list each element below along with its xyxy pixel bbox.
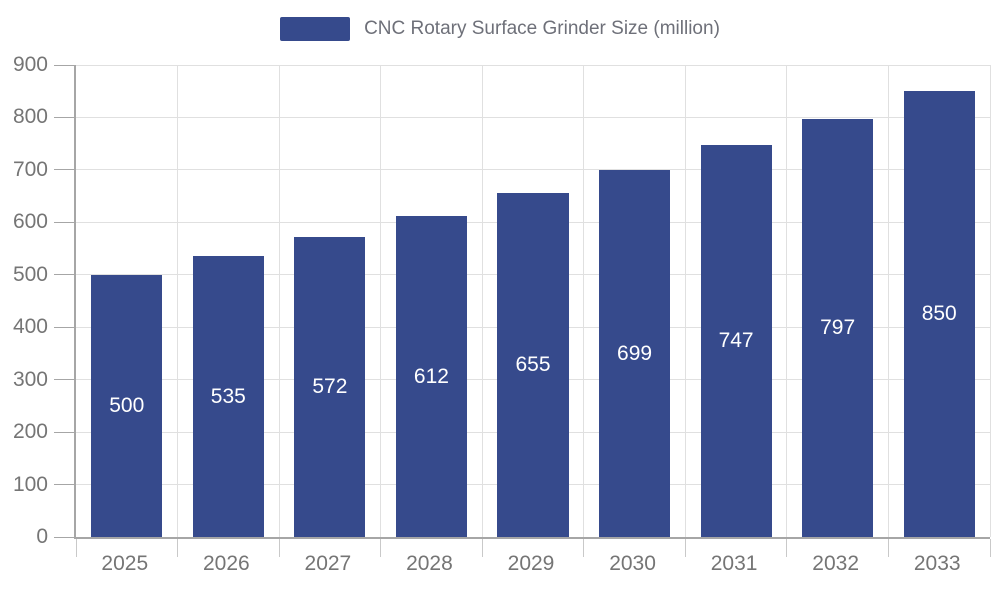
bar-value-label: 612: [413, 364, 449, 388]
y-axis-tick: [54, 221, 74, 223]
y-axis-tick: [54, 431, 74, 433]
x-axis-label: 2026: [202, 552, 250, 575]
y-axis-tick: [54, 536, 74, 538]
x-axis-tick: [989, 539, 991, 557]
gridline-vertical: [684, 65, 686, 537]
y-axis-label: 800: [12, 105, 48, 129]
x-axis-label: 2029: [507, 552, 555, 575]
y-axis-label: 300: [12, 367, 48, 391]
gridline-vertical: [583, 65, 585, 537]
legend-label: CNC Rotary Surface Grinder Size (million…: [364, 18, 720, 39]
gridline-vertical: [177, 65, 179, 537]
y-axis-tick: [54, 274, 74, 276]
gridline-vertical: [989, 65, 991, 537]
x-axis-tick: [583, 539, 585, 557]
bar[interactable]: 572: [294, 237, 366, 537]
gridline-vertical: [786, 65, 788, 537]
bar-value-label: 797: [820, 316, 856, 339]
bar-value-label: 535: [210, 384, 246, 408]
bar[interactable]: 699: [599, 170, 671, 537]
gridline-vertical: [481, 65, 483, 537]
bar[interactable]: 797: [802, 119, 874, 537]
bar-value-label: 747: [718, 329, 754, 353]
gridline-vertical: [380, 65, 382, 537]
x-axis-tick: [887, 539, 889, 557]
bar[interactable]: 500: [91, 274, 163, 537]
x-axis-label: 2032: [812, 552, 860, 575]
bar-value-label: 500: [109, 393, 145, 417]
bar-value-label: 699: [617, 341, 653, 365]
x-axis-label: 2031: [710, 552, 758, 575]
x-axis-tick: [75, 539, 77, 557]
x-axis-label: 2028: [406, 552, 453, 575]
bar-value-label: 572: [312, 375, 348, 398]
y-axis-label: 100: [12, 472, 48, 496]
bar[interactable]: 850: [903, 91, 975, 537]
y-axis-tick: [54, 169, 74, 171]
plot-area: 500 535 572 612 655 699 747 797 850: [54, 64, 991, 557]
x-axis-label: 2027: [304, 552, 352, 575]
y-axis-label: 700: [12, 157, 48, 181]
bar[interactable]: 655: [497, 193, 569, 537]
gridline-vertical: [278, 65, 280, 537]
y-axis-tick: [54, 64, 74, 66]
y-axis-label: 500: [12, 262, 48, 286]
x-axis-tick: [786, 539, 788, 557]
x-axis-label: 2030: [609, 552, 656, 575]
x-axis-tick: [684, 539, 686, 557]
y-axis-label: 0: [36, 525, 48, 548]
gridline-horizontal: [76, 116, 990, 118]
x-axis-tick: [177, 539, 179, 557]
x-axis-label: 2033: [913, 552, 961, 575]
y-axis-label: 900: [12, 53, 48, 76]
y-axis-tick: [54, 379, 74, 381]
y-axis-label: 400: [12, 315, 48, 339]
legend-item[interactable]: CNC Rotary Surface Grinder Size (million…: [0, 17, 1000, 41]
bar[interactable]: 747: [700, 145, 772, 537]
gridline-horizontal: [76, 64, 990, 66]
gridline-horizontal: [76, 169, 990, 171]
y-axis-label: 600: [12, 210, 48, 234]
bar[interactable]: 535: [192, 256, 264, 537]
bar-value-label: 850: [921, 302, 957, 326]
x-axis-tick: [481, 539, 483, 557]
y-axis-tick: [54, 484, 74, 486]
legend-swatch: [280, 17, 351, 41]
x-axis-tick: [278, 539, 280, 557]
x-axis-label: 2025: [101, 552, 149, 575]
x-axis-tick: [380, 539, 382, 557]
y-axis-tick: [54, 116, 74, 118]
y-axis-tick: [54, 326, 74, 328]
y-axis-label: 200: [12, 420, 48, 444]
gridline-vertical: [887, 65, 889, 537]
bar[interactable]: 612: [395, 216, 467, 537]
bar-value-label: 655: [515, 353, 551, 377]
